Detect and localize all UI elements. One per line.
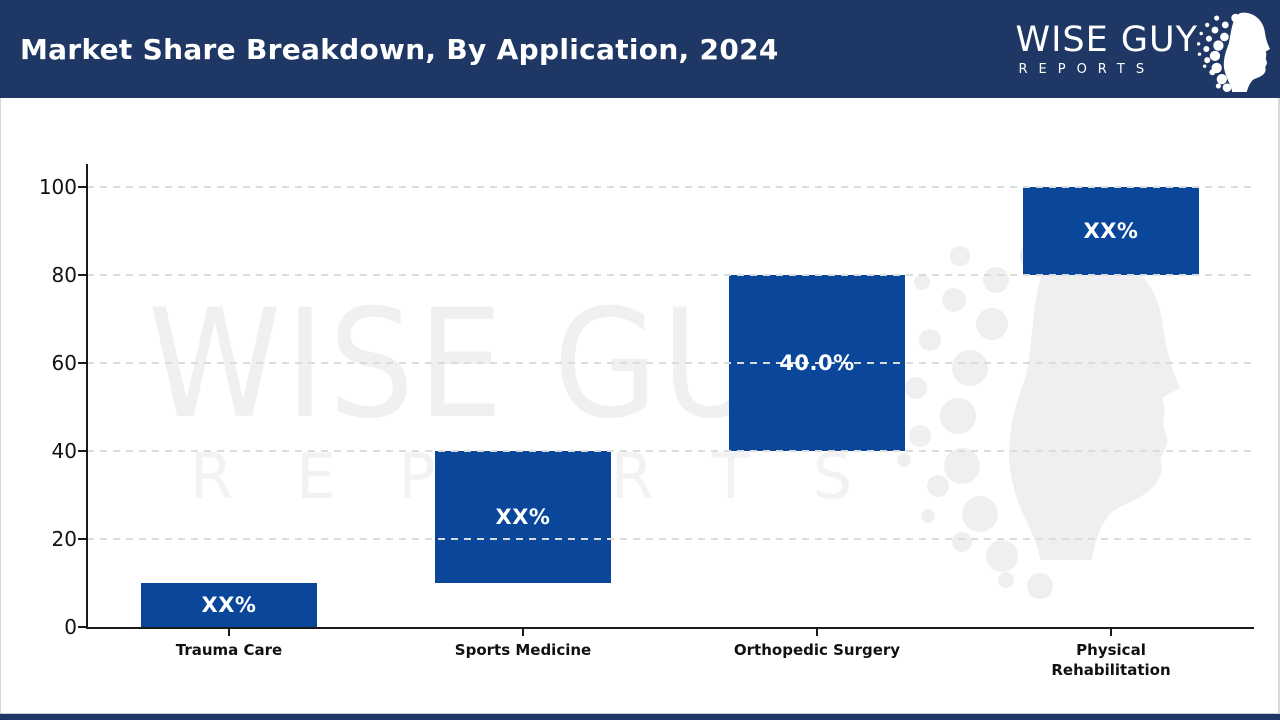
bar-sports-medicine[interactable] [435,451,611,583]
wiseguy-logo: WISE GUY REPORTS [1015,6,1280,92]
header-band: Market Share Breakdown, By Application, … [0,0,1280,98]
x-axis-line [86,627,1254,629]
y-tick-label-0: 0 [64,615,77,639]
bar-value-label: XX% [201,593,257,617]
bar-value-label: XX% [1083,219,1139,243]
gridline-y20 [87,538,1253,540]
y-tick-0 [78,626,86,628]
logo-subtext: REPORTS [1018,61,1156,77]
wiseguy-logo-text: WISE GUY REPORTS [1015,19,1198,77]
x-tick-0 [228,629,230,636]
bar-value-label: 40.0% [779,351,855,375]
canvas-bottom-border [0,713,1280,714]
gridline-y60 [87,362,1253,364]
bar-value-label: XX% [495,505,551,529]
footer-band [0,714,1280,720]
page-title: Market Share Breakdown, By Application, … [20,32,779,66]
y-axis-line [86,164,88,629]
y-tick-60 [78,362,86,364]
y-tick-20 [78,538,86,540]
x-tick-2 [816,629,818,636]
y-tick-label-20: 20 [51,527,77,551]
logo-wordmark: WISE GUY [1015,19,1198,60]
canvas-left-border [0,98,1,714]
canvas-right-border [1278,98,1280,714]
x-category-label: Trauma Care [175,641,283,659]
y-tick-100 [78,186,86,188]
bar-physical-rehabilitation[interactable] [1023,187,1199,275]
wiseguy-face-logo-icon [1196,12,1270,92]
y-tick-label-100: 100 [38,175,77,199]
x-category-label: Sports Medicine [454,641,592,659]
y-tick-label-40: 40 [51,439,77,463]
x-tick-3 [1110,629,1112,636]
y-tick-label-60: 60 [51,351,77,375]
x-category-label: Physical Rehabilitation [1051,641,1171,680]
x-tick-1 [522,629,524,636]
gridline-y100 [87,186,1253,188]
x-category-label: Orthopedic Surgery [733,641,901,659]
gridline-y80 [87,274,1253,276]
bar-trauma-care[interactable] [141,583,317,627]
gridline-y40 [87,450,1253,452]
y-tick-40 [78,450,86,452]
y-tick-80 [78,274,86,276]
y-tick-label-80: 80 [51,263,77,287]
